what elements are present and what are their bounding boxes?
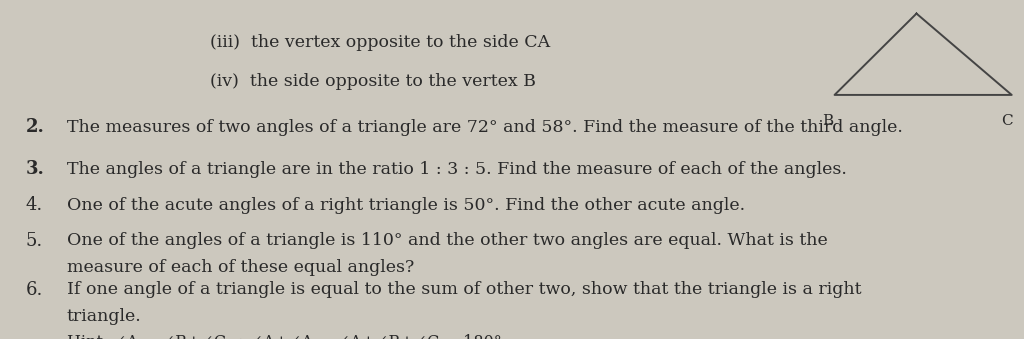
Text: (iv)  the side opposite to the vertex B: (iv) the side opposite to the vertex B [210, 73, 536, 90]
Text: B: B [822, 114, 833, 127]
Text: One of the acute angles of a right triangle is 50°. Find the other acute angle.: One of the acute angles of a right trian… [67, 197, 744, 214]
Text: 5.: 5. [26, 232, 43, 250]
Text: 2.: 2. [26, 118, 44, 136]
Text: The angles of a triangle are in the ratio 1 : 3 : 5. Find the measure of each of: The angles of a triangle are in the rati… [67, 161, 847, 178]
Text: C: C [1000, 114, 1013, 127]
Text: 4.: 4. [26, 196, 43, 214]
Text: (iii)  the vertex opposite to the side CA: (iii) the vertex opposite to the side CA [210, 34, 550, 51]
Text: 3.: 3. [26, 160, 44, 179]
Text: The measures of two angles of a triangle are 72° and 58°. Find the measure of th: The measures of two angles of a triangle… [67, 119, 902, 136]
Text: triangle.: triangle. [67, 308, 141, 325]
Text: Hint. ∠A = ∠B+∠C ⇒ ∠A+∠A = ∠A+∠B+∠C = 180°.: Hint. ∠A = ∠B+∠C ⇒ ∠A+∠A = ∠A+∠B+∠C = 18… [67, 334, 507, 339]
Text: If one angle of a triangle is equal to the sum of other two, show that the trian: If one angle of a triangle is equal to t… [67, 281, 861, 298]
Text: One of the angles of a triangle is 110° and the other two angles are equal. What: One of the angles of a triangle is 110° … [67, 232, 827, 249]
Text: measure of each of these equal angles?: measure of each of these equal angles? [67, 259, 414, 276]
Text: 6.: 6. [26, 281, 43, 299]
